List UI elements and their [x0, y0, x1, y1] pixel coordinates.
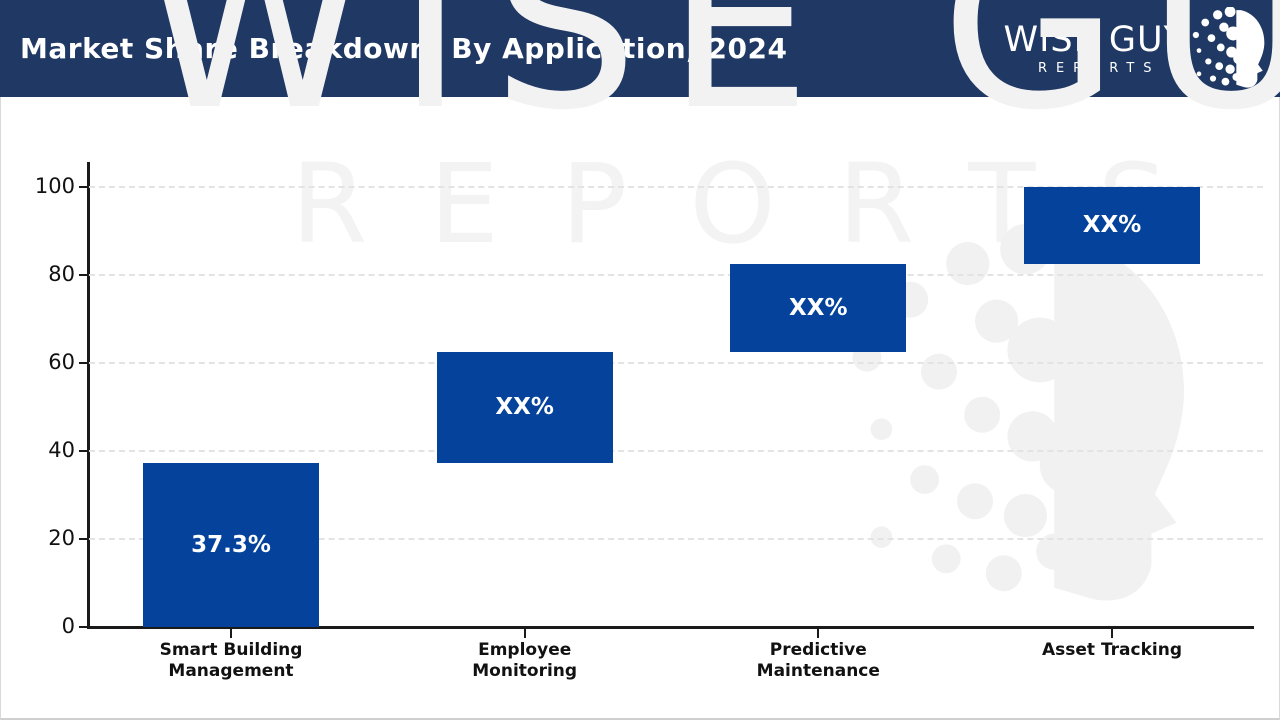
watermark-face	[852, 224, 1184, 601]
bar-smart-building-management: 37.3%	[143, 462, 319, 627]
gridline-100	[89, 186, 1263, 188]
x-tick-mark-smart-building-management	[230, 629, 232, 638]
x-category-label-smart-building-management: Smart Building Management	[159, 640, 303, 681]
header-bar: Market Share Breakdown, By Application, …	[0, 0, 1280, 97]
bar-value-label: XX%	[495, 394, 554, 421]
y-tick-mark-60	[79, 362, 88, 364]
y-tick-mark-40	[79, 450, 88, 452]
y-tick-mark-100	[79, 186, 88, 188]
y-tick-label-80: 80	[48, 262, 75, 286]
logo-wordmark: WISE GUY	[1003, 19, 1186, 60]
logo-face-icon	[1192, 6, 1265, 88]
bar-value-label: 37.3%	[191, 531, 271, 558]
x-category-label-predictive-maintenance: Predictive Maintenance	[756, 640, 880, 681]
y-tick-mark-80	[79, 274, 88, 276]
y-tick-label-40: 40	[48, 438, 75, 462]
y-tick-mark-0	[79, 626, 88, 628]
x-axis-spine	[87, 626, 1254, 629]
x-tick-mark-asset-tracking	[1111, 629, 1113, 638]
y-tick-label-0: 0	[61, 614, 75, 638]
gridline-40	[89, 450, 1263, 452]
bar-value-label: XX%	[789, 294, 848, 321]
x-category-label-asset-tracking: Asset Tracking	[1041, 640, 1183, 660]
watermark-text-1: WISE GUY	[141, 0, 1280, 161]
bar-employee-monitoring: XX%	[436, 351, 613, 463]
gridline-60	[89, 362, 1263, 364]
gridline-80	[89, 274, 1263, 276]
logo-subtitle: REPORTS	[1037, 60, 1161, 76]
logo-text: WISE GUY REPORTS	[1003, 19, 1186, 76]
y-tick-label-60: 60	[48, 350, 75, 374]
y-tick-label-100: 100	[34, 174, 75, 198]
x-tick-mark-employee-monitoring	[523, 629, 526, 638]
bar-value-label: XX%	[1082, 212, 1142, 239]
chart-title: Market Share Breakdown, By Application, …	[20, 32, 788, 65]
wise-guy-reports-logo: WISE GUY REPORTS	[1003, 6, 1280, 91]
y-axis-spine	[87, 162, 90, 629]
bar-asset-tracking: XX%	[1024, 187, 1200, 264]
x-category-label-employee-monitoring: Employee Monitoring	[472, 640, 578, 681]
y-tick-mark-20	[79, 538, 88, 540]
y-tick-label-20: 20	[48, 526, 75, 550]
x-tick-mark-predictive-maintenance	[817, 629, 820, 638]
bar-predictive-maintenance: XX%	[730, 263, 907, 352]
gridline-20	[89, 538, 1263, 540]
